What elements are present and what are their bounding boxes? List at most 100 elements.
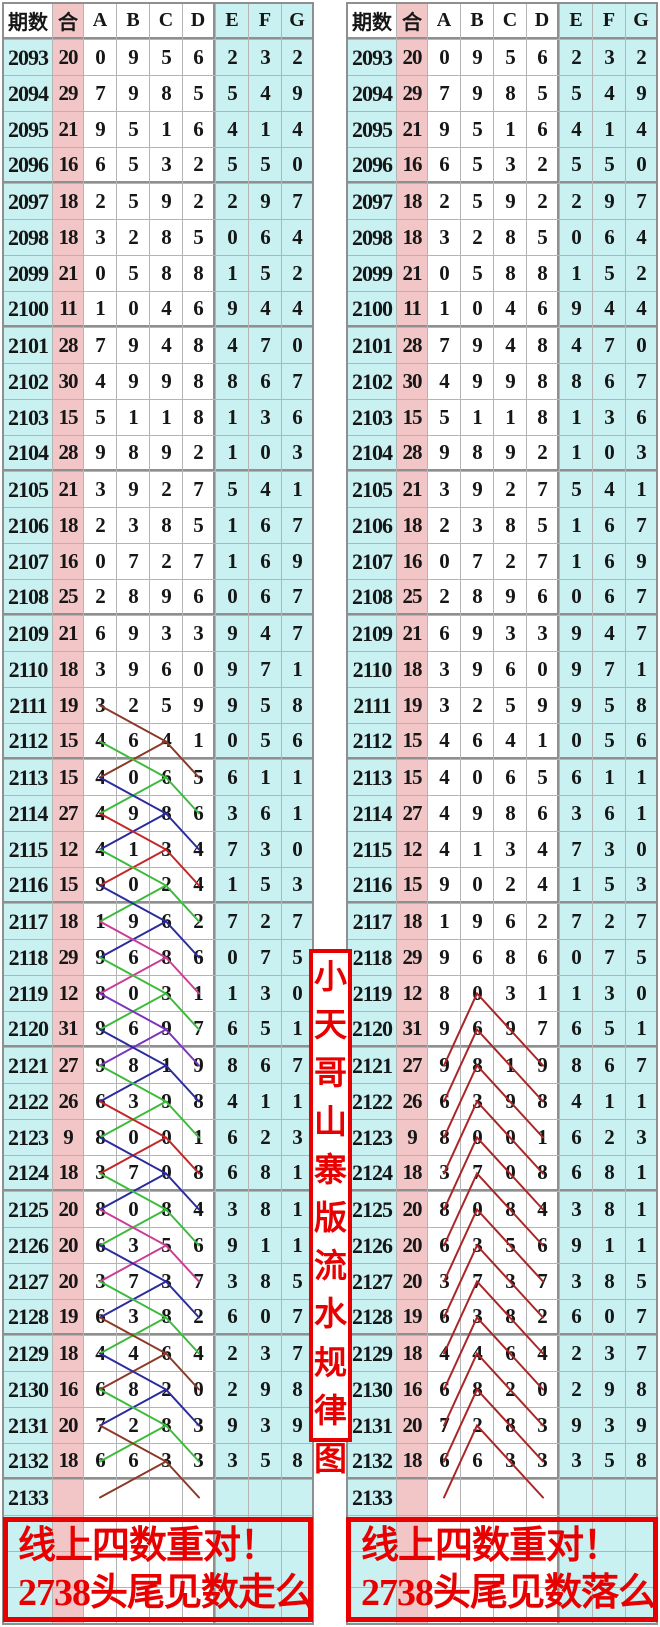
period-cell: 2094 (4, 76, 52, 111)
digit-cell: 8 (494, 1408, 526, 1443)
digit-cell: 9 (216, 652, 248, 687)
sum-cell: 20 (397, 40, 427, 75)
digit-cell: 2 (282, 256, 312, 291)
digit-cell: 5 (593, 688, 625, 723)
digit-cell: 4 (593, 472, 625, 507)
digit-cell: 5 (593, 148, 625, 183)
digit-cell: 1 (216, 868, 248, 903)
digit-cell: 6 (560, 1300, 592, 1335)
digit-cell: 7 (282, 1048, 312, 1083)
digit-cell: 7 (282, 364, 312, 399)
digit-cell (428, 1552, 460, 1587)
digit-cell: 8 (527, 1084, 559, 1119)
digit-cell: 3 (216, 1192, 248, 1227)
sum-cell: 18 (53, 904, 83, 939)
digit-cell: 5 (626, 940, 656, 975)
digit-cell: 0 (626, 328, 656, 363)
period-cell: 2097 (348, 184, 396, 219)
period-cell: 2118 (348, 940, 396, 975)
digit-cell: 0 (117, 868, 149, 903)
digit-cell: 4 (527, 1336, 559, 1371)
period-cell: 2105 (4, 472, 52, 507)
digit-cell: 4 (183, 1192, 215, 1227)
digit-cell: 3 (282, 436, 312, 471)
digit-cell: 7 (428, 1408, 460, 1443)
digit-cell: 2 (150, 1372, 182, 1407)
column-header: C (150, 4, 182, 39)
digit-cell: 6 (428, 1372, 460, 1407)
digit-cell: 0 (183, 1372, 215, 1407)
digit-cell: 6 (216, 1012, 248, 1047)
digit-cell: 2 (117, 1408, 149, 1443)
digit-cell: 0 (150, 1156, 182, 1191)
sum-cell: 12 (53, 832, 83, 867)
digit-cell: 9 (84, 436, 116, 471)
sum-cell: 28 (397, 436, 427, 471)
period-cell: 2120 (348, 1012, 396, 1047)
digit-cell: 2 (84, 184, 116, 219)
period-cell: 2096 (4, 148, 52, 183)
digit-cell: 5 (84, 400, 116, 435)
column-header: 期数 (348, 4, 396, 39)
period-cell: 2112 (4, 724, 52, 759)
digit-cell: 1 (494, 112, 526, 147)
digit-cell: 3 (560, 1444, 592, 1479)
digit-cell: 5 (249, 688, 281, 723)
digit-cell: 6 (183, 40, 215, 75)
digit-cell: 3 (249, 832, 281, 867)
digit-cell: 8 (282, 688, 312, 723)
digit-cell: 9 (84, 940, 116, 975)
sum-cell: 27 (397, 1048, 427, 1083)
digit-cell: 2 (461, 1408, 493, 1443)
sum-cell: 26 (397, 1084, 427, 1119)
period-cell: 2106 (348, 508, 396, 543)
digit-cell: 1 (494, 1048, 526, 1083)
digit-cell: 5 (249, 1012, 281, 1047)
period-cell: 2133 (4, 1480, 52, 1515)
digit-cell: 1 (282, 1012, 312, 1047)
digit-cell: 9 (560, 1228, 592, 1263)
period-cell (4, 1552, 52, 1587)
digit-cell: 9 (560, 652, 592, 687)
digit-cell: 7 (593, 652, 625, 687)
digit-cell: 7 (527, 1012, 559, 1047)
digit-cell: 0 (461, 976, 493, 1011)
digit-cell: 7 (249, 328, 281, 363)
digit-cell: 0 (527, 1372, 559, 1407)
period-cell: 2131 (348, 1408, 396, 1443)
digit-cell: 0 (461, 1192, 493, 1227)
digit-cell: 7 (84, 76, 116, 111)
digit-cell (117, 1552, 149, 1587)
sum-cell: 20 (53, 1228, 83, 1263)
digit-cell: 9 (117, 76, 149, 111)
digit-cell: 1 (560, 436, 592, 471)
sum-cell: 21 (53, 472, 83, 507)
digit-cell: 8 (84, 1120, 116, 1155)
digit-cell: 1 (560, 256, 592, 291)
digit-cell: 6 (249, 796, 281, 831)
digit-cell: 9 (117, 796, 149, 831)
period-cell: 2112 (348, 724, 396, 759)
period-cell: 2104 (4, 436, 52, 471)
digit-cell (282, 1552, 312, 1587)
column-header: 合 (53, 4, 83, 39)
digit-cell: 7 (461, 1264, 493, 1299)
sum-cell: 18 (397, 1156, 427, 1191)
digit-cell: 1 (527, 1120, 559, 1155)
digit-cell: 6 (494, 1336, 526, 1371)
digit-cell: 5 (216, 148, 248, 183)
digit-cell: 2 (183, 148, 215, 183)
digit-cell: 2 (84, 508, 116, 543)
digit-cell: 6 (494, 904, 526, 939)
digit-cell: 3 (494, 976, 526, 1011)
sum-cell: 15 (397, 400, 427, 435)
digit-cell: 0 (626, 976, 656, 1011)
digit-cell: 3 (216, 796, 248, 831)
digit-cell: 5 (626, 1264, 656, 1299)
digit-cell: 2 (593, 904, 625, 939)
digit-cell: 6 (282, 724, 312, 759)
digit-cell: 7 (593, 940, 625, 975)
period-cell: 2093 (348, 40, 396, 75)
digit-cell: 1 (626, 1156, 656, 1191)
